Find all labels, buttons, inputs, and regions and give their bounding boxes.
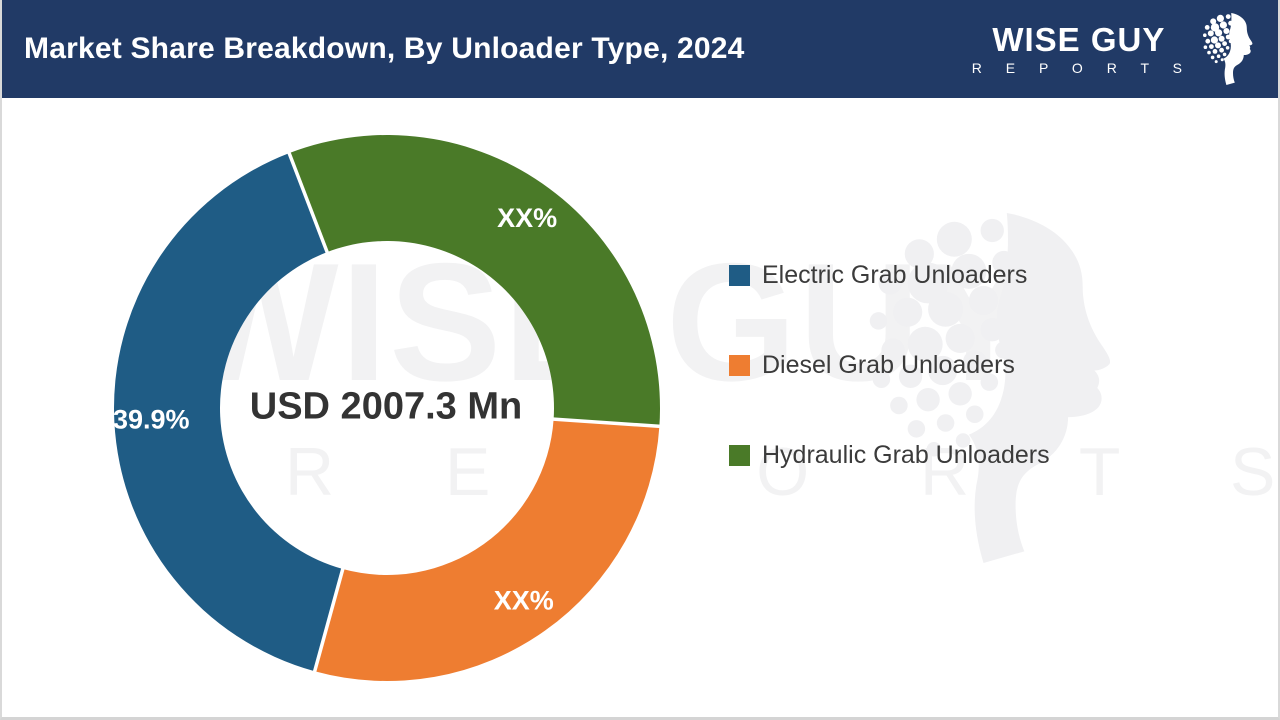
donut-slice-electric-grab-unloaders[interactable] bbox=[113, 153, 343, 672]
header: Market Share Breakdown, By Unloader Type… bbox=[2, 0, 1278, 98]
legend-label: Diesel Grab Unloaders bbox=[762, 350, 1015, 379]
slice-value-label-electric-grab-unloaders: 39.9% bbox=[113, 405, 190, 435]
legend-item-hydraulic-grab-unloaders[interactable]: Hydraulic Grab Unloaders bbox=[729, 438, 1050, 472]
slice-value-label-diesel-grab-unloaders: XX% bbox=[494, 585, 554, 615]
logo-face-icon bbox=[1200, 11, 1260, 87]
slice-separator bbox=[312, 566, 345, 673]
donut-slice-hydraulic-grab-unloaders[interactable] bbox=[289, 135, 660, 427]
legend-swatch bbox=[729, 354, 750, 376]
logo-wordmark: WISE GUY bbox=[992, 20, 1166, 58]
legend-item-electric-grab-unloaders[interactable]: Electric Grab Unloaders bbox=[729, 258, 1050, 292]
legend-swatch bbox=[729, 264, 750, 286]
slice-separator bbox=[551, 417, 661, 429]
legend-item-diesel-grab-unloaders[interactable]: Diesel Grab Unloaders bbox=[729, 348, 1050, 382]
legend-label: Electric Grab Unloaders bbox=[762, 260, 1028, 289]
chart-center-value: USD 2007.3 Mn bbox=[249, 385, 523, 428]
chart-legend: Electric Grab Unloaders Diesel Grab Unloa… bbox=[729, 258, 1050, 528]
slice-value-label-hydraulic-grab-unloaders: XX% bbox=[497, 203, 557, 233]
donut-slice-diesel-grab-unloaders[interactable] bbox=[314, 419, 660, 681]
logo-text: WISE GUY R E P O R T S bbox=[966, 23, 1192, 76]
logo-subtitle: R E P O R T S bbox=[971, 59, 1192, 76]
brand-logo: WISE GUY R E P O R T S bbox=[966, 11, 1260, 87]
legend-label: Hydraulic Grab Unloaders bbox=[762, 440, 1050, 469]
page-title: Market Share Breakdown, By Unloader Type… bbox=[24, 32, 745, 65]
slice-separator bbox=[287, 151, 330, 255]
legend-swatch bbox=[729, 444, 750, 466]
